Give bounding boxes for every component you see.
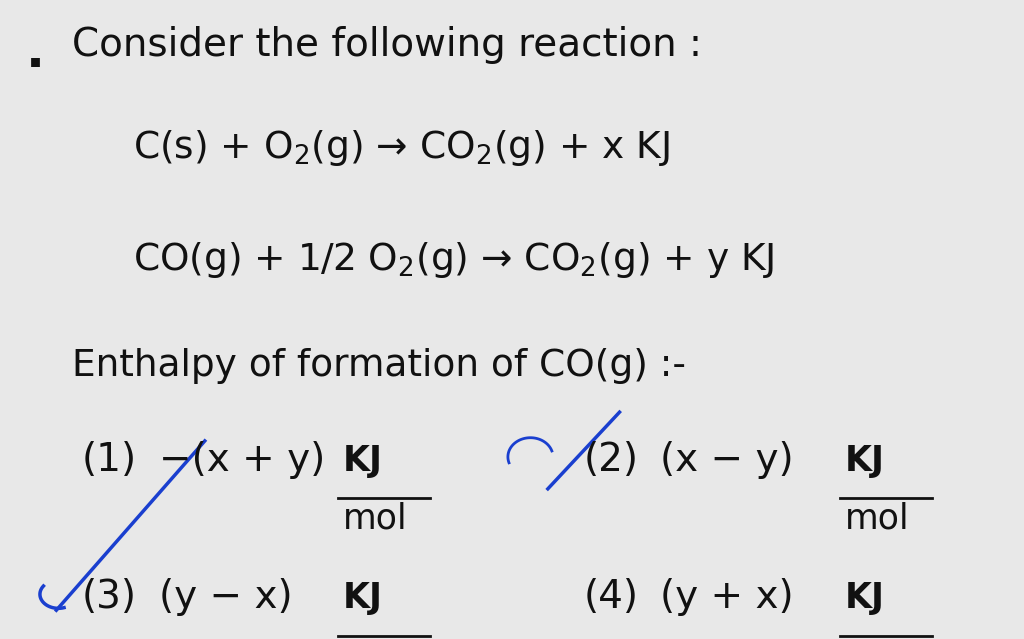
Text: (1): (1) [82, 441, 137, 479]
Text: .: . [26, 29, 45, 77]
Text: (x − y): (x − y) [660, 441, 794, 479]
Text: (y − x): (y − x) [159, 578, 292, 616]
Text: KJ: KJ [845, 581, 885, 615]
Text: KJ: KJ [845, 444, 885, 478]
Text: CO(g) + 1/2 O$_2$(g) → CO$_2$(g) + y KJ: CO(g) + 1/2 O$_2$(g) → CO$_2$(g) + y KJ [133, 240, 774, 280]
Text: (2): (2) [584, 441, 639, 479]
Text: (3): (3) [82, 578, 137, 616]
Text: Consider the following reaction :: Consider the following reaction : [72, 26, 701, 63]
Text: KJ: KJ [343, 581, 383, 615]
Text: Enthalpy of formation of CO(g) :-: Enthalpy of formation of CO(g) :- [72, 348, 686, 384]
Text: KJ: KJ [343, 444, 383, 478]
Text: (4): (4) [584, 578, 639, 616]
Text: mol: mol [845, 502, 909, 535]
Text: mol: mol [343, 502, 408, 535]
Text: C(s) + O$_2$(g) → CO$_2$(g) + x KJ: C(s) + O$_2$(g) → CO$_2$(g) + x KJ [133, 128, 670, 168]
Text: −(x + y): −(x + y) [159, 441, 325, 479]
Text: (y + x): (y + x) [660, 578, 794, 616]
